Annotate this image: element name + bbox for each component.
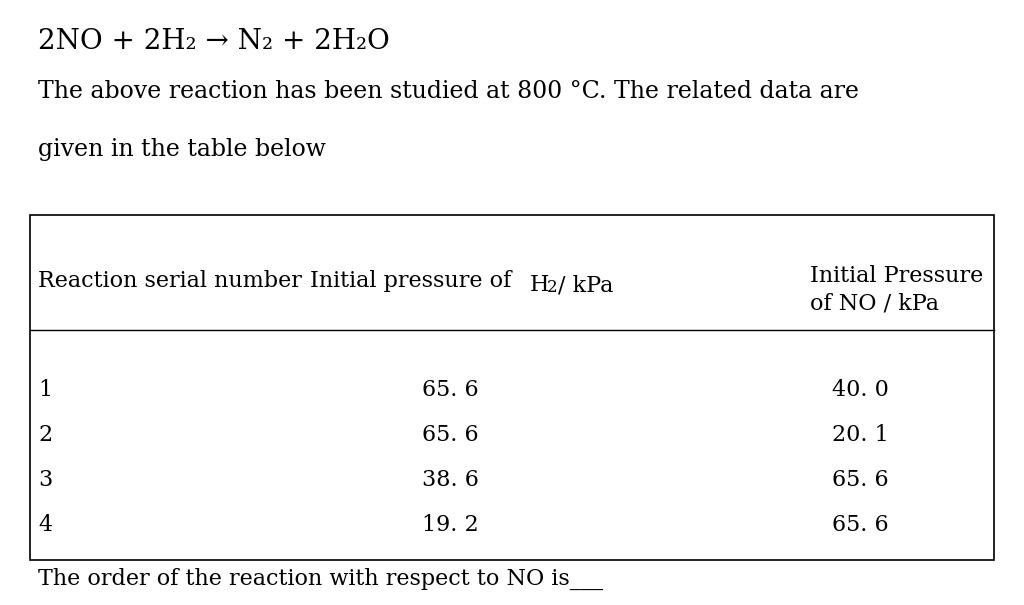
Text: 4: 4	[38, 514, 52, 536]
Text: The above reaction has been studied at 800 °C. The related data are: The above reaction has been studied at 8…	[38, 80, 859, 103]
Text: / kPa: / kPa	[558, 274, 613, 296]
Text: 38. 6: 38. 6	[422, 469, 478, 491]
Text: of NO / kPa: of NO / kPa	[810, 292, 939, 314]
Text: 2: 2	[547, 279, 558, 296]
Text: 20. 1: 20. 1	[831, 424, 889, 446]
Text: Initial pressure of: Initial pressure of	[310, 270, 511, 292]
Text: Initial Pressure: Initial Pressure	[810, 265, 983, 287]
Text: 2NO + 2H₂ → N₂ + 2H₂O: 2NO + 2H₂ → N₂ + 2H₂O	[38, 28, 390, 55]
Text: Reaction serial number: Reaction serial number	[38, 270, 302, 292]
Text: 65. 6: 65. 6	[422, 424, 478, 446]
Text: 19. 2: 19. 2	[422, 514, 478, 536]
Text: 65. 6: 65. 6	[422, 379, 478, 401]
Text: 2: 2	[38, 424, 52, 446]
Text: H: H	[530, 274, 550, 296]
Bar	[30, 215, 994, 560]
Text: 3: 3	[38, 469, 52, 491]
Text: 65. 6: 65. 6	[831, 469, 888, 491]
Text: The order of the reaction with respect to NO is___: The order of the reaction with respect t…	[38, 568, 603, 590]
Text: 40. 0: 40. 0	[831, 379, 889, 401]
Text: given in the table below: given in the table below	[38, 138, 326, 161]
Text: 1: 1	[38, 379, 52, 401]
Text: 65. 6: 65. 6	[831, 514, 888, 536]
